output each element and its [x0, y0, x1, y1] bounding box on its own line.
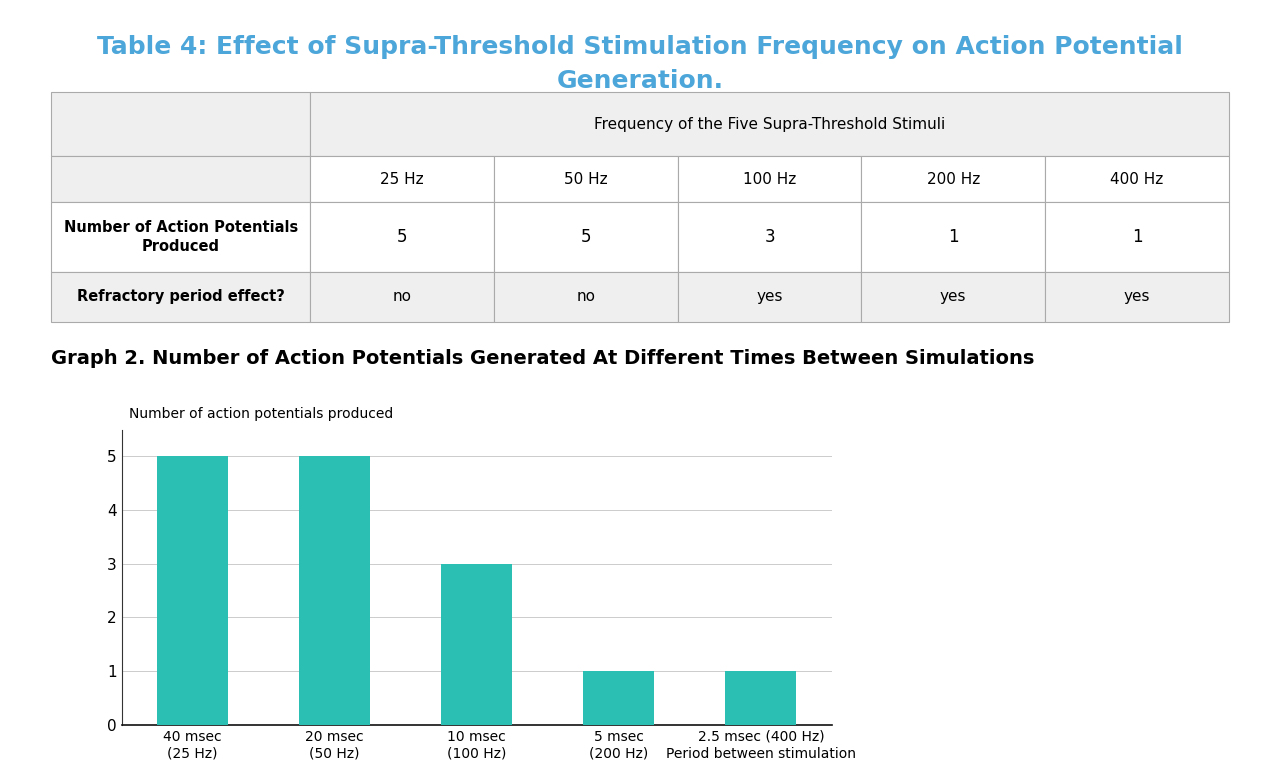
Bar	[861, 272, 1044, 322]
Bar	[861, 156, 1044, 202]
Text: no: no	[576, 289, 595, 304]
Bar	[1044, 202, 1229, 272]
Bar	[494, 156, 677, 202]
Bar	[726, 671, 796, 725]
Bar	[677, 156, 861, 202]
Text: Refractory period effect?: Refractory period effect?	[77, 289, 284, 304]
Bar	[677, 272, 861, 322]
Text: 200 Hz: 200 Hz	[927, 172, 980, 187]
Bar	[51, 202, 310, 272]
Text: 3: 3	[764, 228, 774, 246]
Text: Number of Action Potentials
Produced: Number of Action Potentials Produced	[64, 220, 298, 254]
Bar	[1044, 272, 1229, 322]
Bar	[51, 272, 310, 322]
Text: Frequency of the Five Supra-Threshold Stimuli: Frequency of the Five Supra-Threshold St…	[594, 117, 945, 132]
Text: Number of action potentials produced: Number of action potentials produced	[129, 407, 393, 420]
Bar	[310, 92, 1229, 156]
Text: 25 Hz: 25 Hz	[380, 172, 424, 187]
Text: yes: yes	[1124, 289, 1151, 304]
Bar	[442, 564, 512, 725]
Bar	[494, 202, 677, 272]
Text: Generation.: Generation.	[557, 69, 723, 93]
Text: 400 Hz: 400 Hz	[1110, 172, 1164, 187]
Bar	[584, 671, 654, 725]
Text: 5: 5	[397, 228, 407, 246]
Bar	[157, 456, 228, 725]
Text: 50 Hz: 50 Hz	[564, 172, 608, 187]
Bar	[310, 156, 494, 202]
Text: Graph 2. Number of Action Potentials Generated At Different Times Between Simula: Graph 2. Number of Action Potentials Gen…	[51, 349, 1034, 368]
Bar	[1044, 156, 1229, 202]
Bar	[494, 272, 677, 322]
Text: 1: 1	[1132, 228, 1142, 246]
Bar	[51, 156, 310, 202]
Text: 1: 1	[948, 228, 959, 246]
Text: yes: yes	[940, 289, 966, 304]
Text: 5: 5	[581, 228, 591, 246]
Text: Table 4: Effect of Supra-Threshold Stimulation Frequency on Action Potential: Table 4: Effect of Supra-Threshold Stimu…	[97, 35, 1183, 58]
Bar	[300, 456, 370, 725]
Bar	[310, 202, 494, 272]
Text: 100 Hz: 100 Hz	[742, 172, 796, 187]
Bar	[677, 202, 861, 272]
Bar	[51, 92, 310, 156]
Text: yes: yes	[756, 289, 783, 304]
Text: no: no	[393, 289, 412, 304]
Bar	[310, 272, 494, 322]
Bar	[861, 202, 1044, 272]
